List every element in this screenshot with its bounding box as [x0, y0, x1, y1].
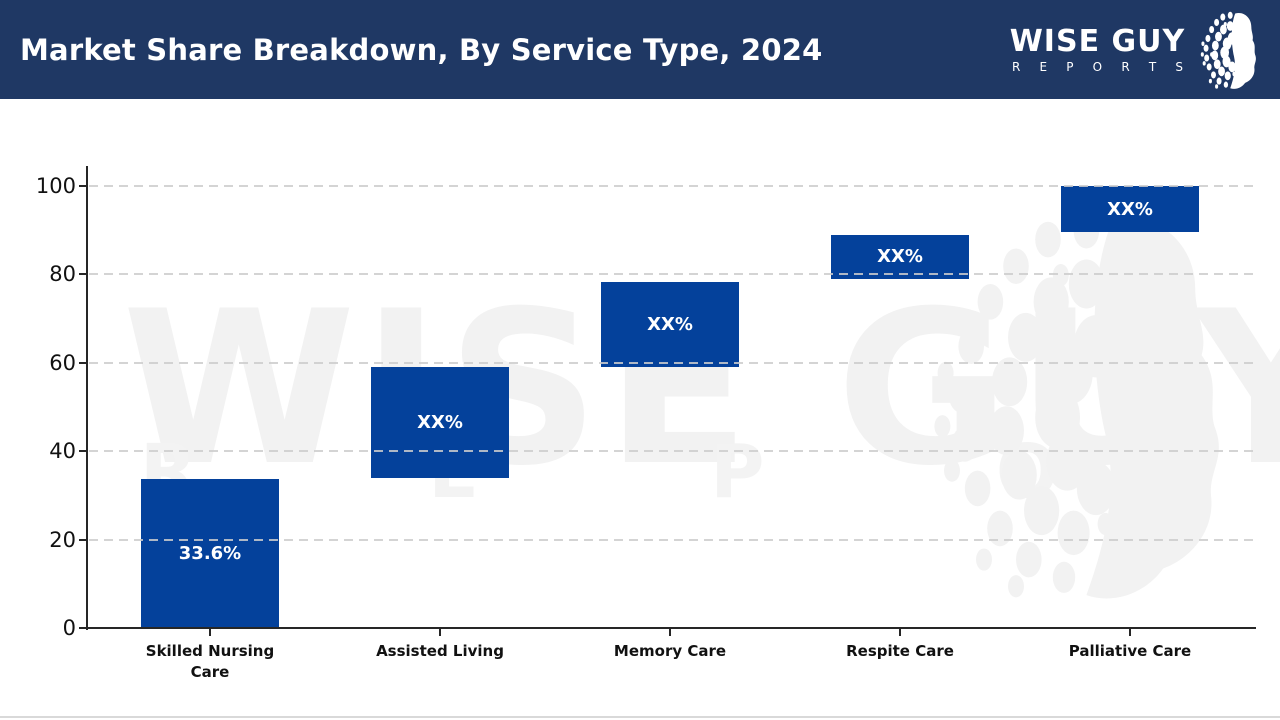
plot-region: 0 20 40 60 80 100 33.6% Skilled Nursing Care XX%… [0, 99, 1280, 716]
x-axis-category-label: Respite Care [846, 642, 954, 660]
page-title: Market Share Breakdown, By Service Type,… [20, 32, 823, 67]
bar-segment [141, 479, 279, 628]
y-axis-tick-label: 60 [49, 350, 76, 375]
gridline-40 [89, 450, 1256, 453]
brand-name: WISE GUY [1009, 23, 1186, 59]
chart-area: WISE GUY R E P O R T S 02040608010033.6%… [0, 99, 1280, 716]
gridline-60 [89, 361, 1256, 364]
y-axis-tick-label: 0 [62, 616, 76, 640]
bar-value-label: XX% [647, 314, 693, 336]
x-axis-tick-mark [209, 629, 211, 636]
header-bar: Market Share Breakdown, By Service Type,… [0, 0, 1280, 99]
y-axis-tick-mark [79, 361, 87, 364]
watermark-face-icon [934, 212, 1219, 599]
y-axis-tick-mark [79, 273, 87, 276]
x-axis-line [86, 627, 1256, 629]
x-axis-tick-mark [439, 629, 441, 636]
x-axis-category-label: Palliative Care [1068, 642, 1192, 660]
dotted-face-icon [1200, 11, 1256, 89]
bar-value-label: XX% [1107, 198, 1153, 220]
bar-value-label: XX% [877, 246, 923, 268]
gridline-80 [89, 273, 1256, 276]
brand-subname: R E P O R T S [1011, 59, 1192, 74]
x-axis-tick-mark [669, 629, 671, 636]
bar-segment [831, 234, 969, 279]
x-axis-category-label: Memory Care [613, 642, 727, 660]
y-axis-tick-label: 20 [49, 527, 76, 552]
bar-segment [371, 367, 509, 478]
y-axis-line [86, 166, 88, 630]
bar-segment [601, 281, 739, 368]
brand-logo-text: WISE GUY R E P O R T S [1003, 23, 1192, 74]
bar-value-label: XX% [417, 411, 463, 433]
gridline-100 [89, 185, 1256, 187]
brand-logo: WISE GUY R E P O R T S [1003, 10, 1260, 90]
y-axis-tick-mark [79, 450, 87, 453]
y-axis-tick-label: 80 [49, 262, 76, 287]
x-axis-category-label: Assisted Living [376, 642, 504, 660]
bar-value-label: 33.6% [178, 543, 242, 565]
bar-segment [1061, 186, 1199, 233]
x-axis-tick-mark [899, 629, 901, 636]
y-axis-tick-label: 100 [35, 174, 76, 198]
y-axis-tick-label: 40 [49, 439, 76, 464]
y-axis-tick-mark [79, 185, 87, 187]
footer-divider [0, 716, 1280, 718]
y-axis-tick-mark [79, 538, 87, 541]
x-axis-category-label: Skilled Nursing Care [145, 642, 275, 681]
x-axis-tick-mark [1129, 629, 1131, 636]
y-axis-tick-mark [79, 627, 87, 629]
gridline-20 [89, 538, 1256, 541]
